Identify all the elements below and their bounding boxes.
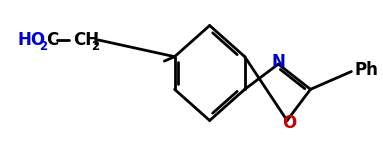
Text: 2: 2: [39, 39, 47, 52]
Text: C: C: [46, 31, 59, 49]
Text: CH: CH: [73, 31, 99, 49]
Text: O: O: [282, 114, 296, 133]
Text: 2: 2: [92, 39, 100, 52]
Text: N: N: [272, 53, 285, 71]
Text: HO: HO: [18, 31, 46, 49]
Text: Ph: Ph: [354, 60, 378, 79]
